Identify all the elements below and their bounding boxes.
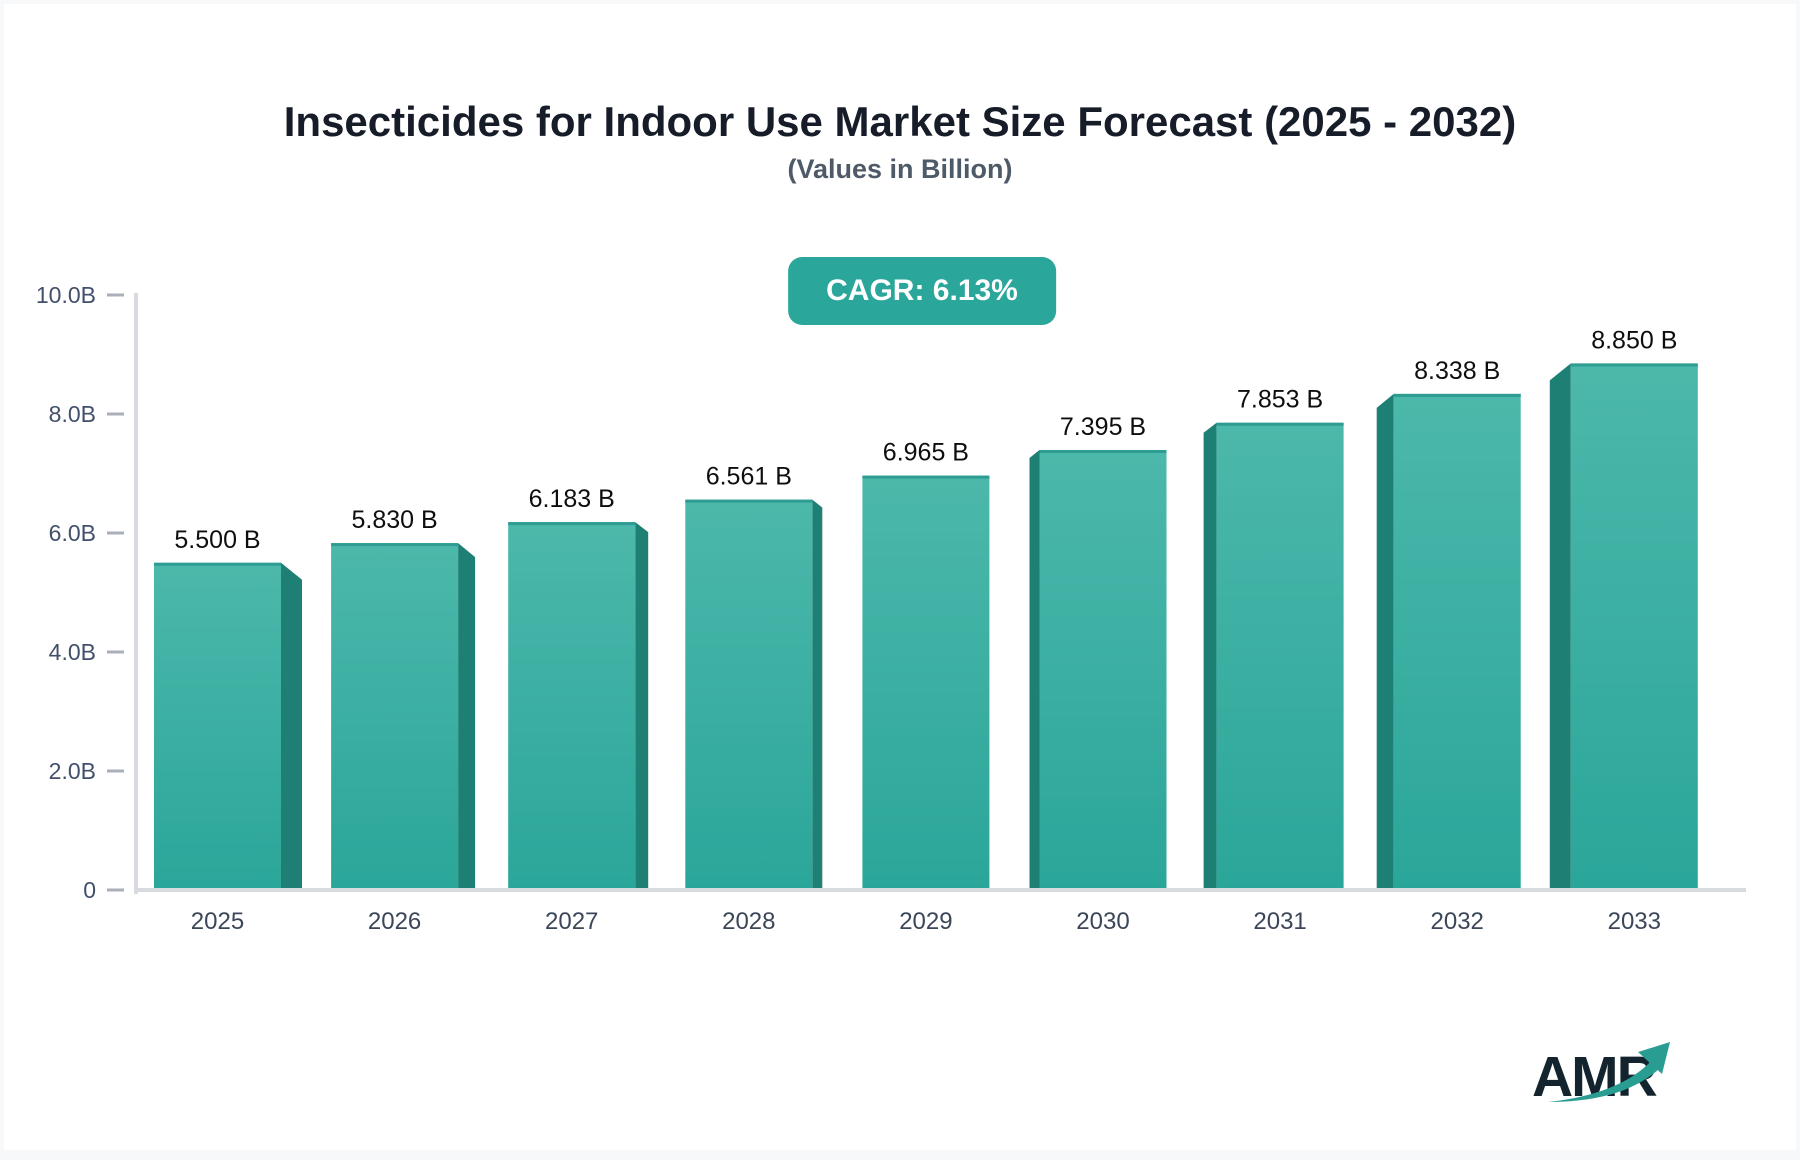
bar-2032 [1393,393,1521,892]
bar-value-label: 6.183 B [529,485,615,513]
y-tick-dash [107,412,124,416]
bar-2031 [1216,422,1344,892]
bar-2033 [1570,363,1698,892]
bar-value-label: 7.395 B [1060,413,1146,441]
amr-logo: AMR [1532,1034,1732,1124]
y-tick-dash [107,769,124,773]
bar-value-label: 6.561 B [706,463,792,491]
bar-value-label: 5.830 B [352,506,438,534]
bar-2029 [862,475,990,892]
y-tick-label: 10.0B [36,282,96,308]
x-tick-label: 2027 [545,908,598,935]
bar-2028 [685,499,813,892]
bar-top-edge-2031 [1216,422,1344,426]
y-tick-label: 8.0B [49,401,96,427]
bar-top-edge-2032 [1393,393,1521,397]
bar-side-2027 [635,522,649,892]
y-tick-label: 2.0B [49,758,96,784]
cagr-badge: CAGR: 6.13% [788,257,1056,325]
bar-side-2028 [812,499,823,892]
y-tick-dash [107,293,124,297]
x-axis-line [134,888,1746,892]
y-tick-dash [107,650,124,654]
bar-side-2026 [458,543,476,892]
bar-top-edge-2026 [331,543,459,547]
bar-side-2025 [281,562,302,892]
y-axis-line [134,293,138,894]
bar-side-2032 [1376,393,1394,892]
bar-value-label: 8.338 B [1414,357,1500,385]
y-tick-label: 0 [83,877,96,903]
trend-up-arrow-icon [1548,1042,1670,1102]
bar-top-edge-2030 [1039,449,1167,453]
bar-2026 [331,543,459,892]
x-tick-label: 2033 [1608,908,1661,935]
bar-value-label: 6.965 B [883,439,969,467]
bar-value-label: 5.500 B [174,526,260,554]
bar-top-edge-2025 [154,562,281,566]
bar-2030 [1039,449,1167,892]
bar-top-edge-2029 [862,475,990,479]
bar-value-label: 7.853 B [1237,386,1323,414]
bar-2025 [154,562,281,892]
bar-2027 [508,522,636,892]
x-tick-label: 2026 [368,908,421,935]
chart-subtitle: (Values in Billion) [787,154,1013,184]
bar-chart: 5.500 B 2025 5.830 B 2026 6.183 B 2027 6.561 B… [36,282,1746,935]
bar-top-edge-2027 [508,522,636,526]
bar-side-2030 [1029,449,1040,892]
x-tick-label: 2028 [722,908,775,935]
y-tick-dash [107,531,124,535]
x-tick-label: 2029 [899,908,952,935]
bar-top-edge-2028 [685,499,813,503]
x-tick-label: 2031 [1253,908,1306,935]
y-tick-label: 4.0B [49,639,96,665]
bar-value-label: 8.850 B [1591,326,1677,354]
x-tick-label: 2030 [1076,908,1129,935]
x-tick-label: 2032 [1431,908,1484,935]
y-tick-dash [107,888,124,892]
y-tick-label: 6.0B [49,520,96,546]
bar-top-edge-2033 [1570,363,1698,367]
bar-side-2031 [1203,422,1217,892]
chart-title: Insecticides for Indoor Use Market Size … [283,98,1517,145]
bar-side-2033 [1549,363,1571,892]
x-tick-label: 2025 [191,908,244,935]
chart-card: Insecticides for Indoor Use Market Size … [4,4,1796,1150]
